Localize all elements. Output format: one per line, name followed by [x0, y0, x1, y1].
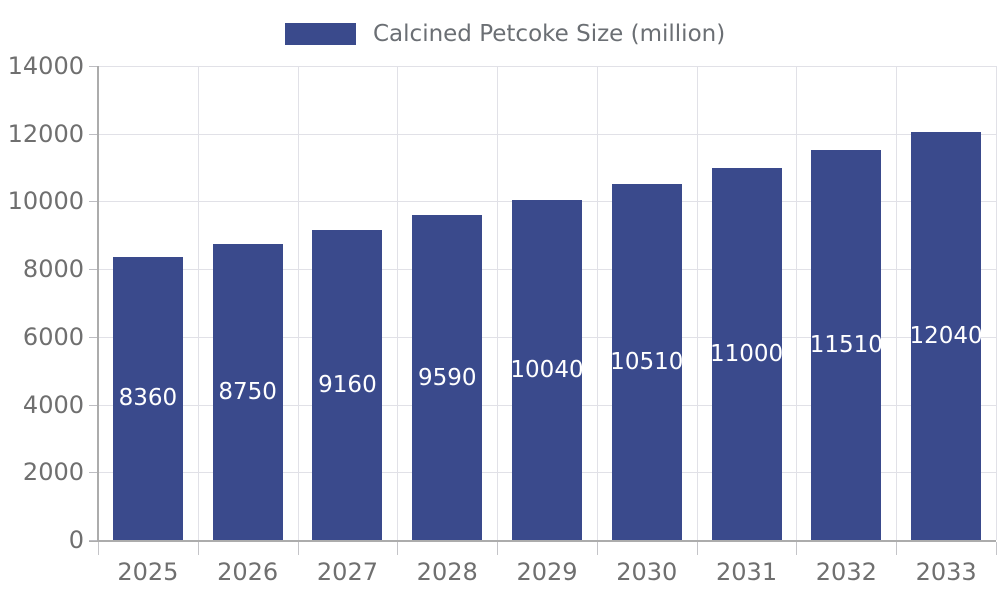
- x-tick-label: 2027: [316, 558, 378, 586]
- x-tick: [696, 542, 698, 555]
- x-tick: [497, 542, 499, 555]
- bar-value-label: 12040: [909, 323, 983, 350]
- y-tick-label: 8000: [22, 255, 84, 284]
- y-tick: [89, 133, 97, 135]
- bar: [512, 200, 582, 540]
- y-tick: [89, 472, 97, 474]
- h-gridline: [98, 133, 996, 135]
- y-tick-label: 0: [68, 526, 84, 554]
- y-tick: [89, 336, 97, 338]
- bar-value-label: 9160: [318, 371, 377, 398]
- v-gridline: [397, 66, 399, 540]
- bar: [212, 243, 283, 540]
- x-tick: [98, 542, 99, 555]
- y-tick: [89, 201, 97, 203]
- bar: [112, 256, 183, 540]
- y-tick-label: 14000: [7, 52, 84, 80]
- bar: [611, 184, 682, 540]
- x-tick: [796, 542, 798, 555]
- legend-swatch: [285, 23, 356, 45]
- y-tick: [89, 404, 97, 406]
- bar: [811, 150, 882, 540]
- bar: [711, 167, 782, 540]
- v-gridline: [796, 66, 798, 540]
- v-gridline: [497, 66, 499, 540]
- v-gridline: [297, 66, 299, 540]
- x-tick-label: 2033: [915, 558, 977, 586]
- y-tick-label: 6000: [22, 322, 84, 351]
- x-tick: [596, 542, 598, 555]
- y-tick: [89, 66, 97, 67]
- bar-value-label: 11510: [809, 332, 883, 359]
- x-tick-label: 2032: [815, 558, 877, 586]
- v-gridline: [896, 66, 898, 540]
- x-tick-label: 2025: [117, 558, 179, 586]
- bar-value-label: 11000: [709, 340, 784, 367]
- v-gridline: [596, 66, 598, 540]
- bar-value-label: 9590: [417, 364, 477, 391]
- v-gridline: [996, 66, 997, 540]
- x-tick-label: 2031: [716, 558, 778, 586]
- x-tick: [996, 542, 997, 555]
- x-tick: [397, 542, 399, 555]
- x-axis-line: [89, 540, 996, 542]
- y-tick: [89, 269, 97, 271]
- x-tick: [896, 542, 898, 555]
- x-tick-label: 2030: [616, 558, 678, 586]
- x-tick: [197, 542, 199, 555]
- v-gridline: [197, 66, 199, 540]
- y-tick-label: 10000: [7, 187, 84, 216]
- bar-value-label: 8360: [118, 385, 178, 412]
- y-axis-line: [97, 66, 99, 540]
- x-tick-label: 2026: [217, 558, 279, 586]
- bar: [412, 215, 483, 540]
- v-gridline: [696, 66, 698, 540]
- y-tick-label: 4000: [22, 390, 84, 419]
- y-tick: [89, 540, 97, 541]
- bar: [911, 132, 982, 540]
- y-tick-label: 2000: [22, 458, 84, 487]
- bar: [312, 229, 383, 540]
- x-tick: [297, 542, 299, 555]
- bar-value-label: 8750: [218, 378, 277, 405]
- bar-value-label: 10510: [610, 349, 684, 376]
- x-tick-label: 2028: [416, 558, 478, 586]
- legend-label: Calcined Petcoke Size (million): [373, 21, 726, 47]
- bar-value-label: 10040: [510, 357, 584, 384]
- y-tick-label: 12000: [7, 119, 84, 148]
- x-tick-label: 2029: [516, 558, 578, 586]
- legend-item[interactable]: Calcined Petcoke Size (million): [285, 21, 725, 47]
- h-gridline: [98, 66, 996, 67]
